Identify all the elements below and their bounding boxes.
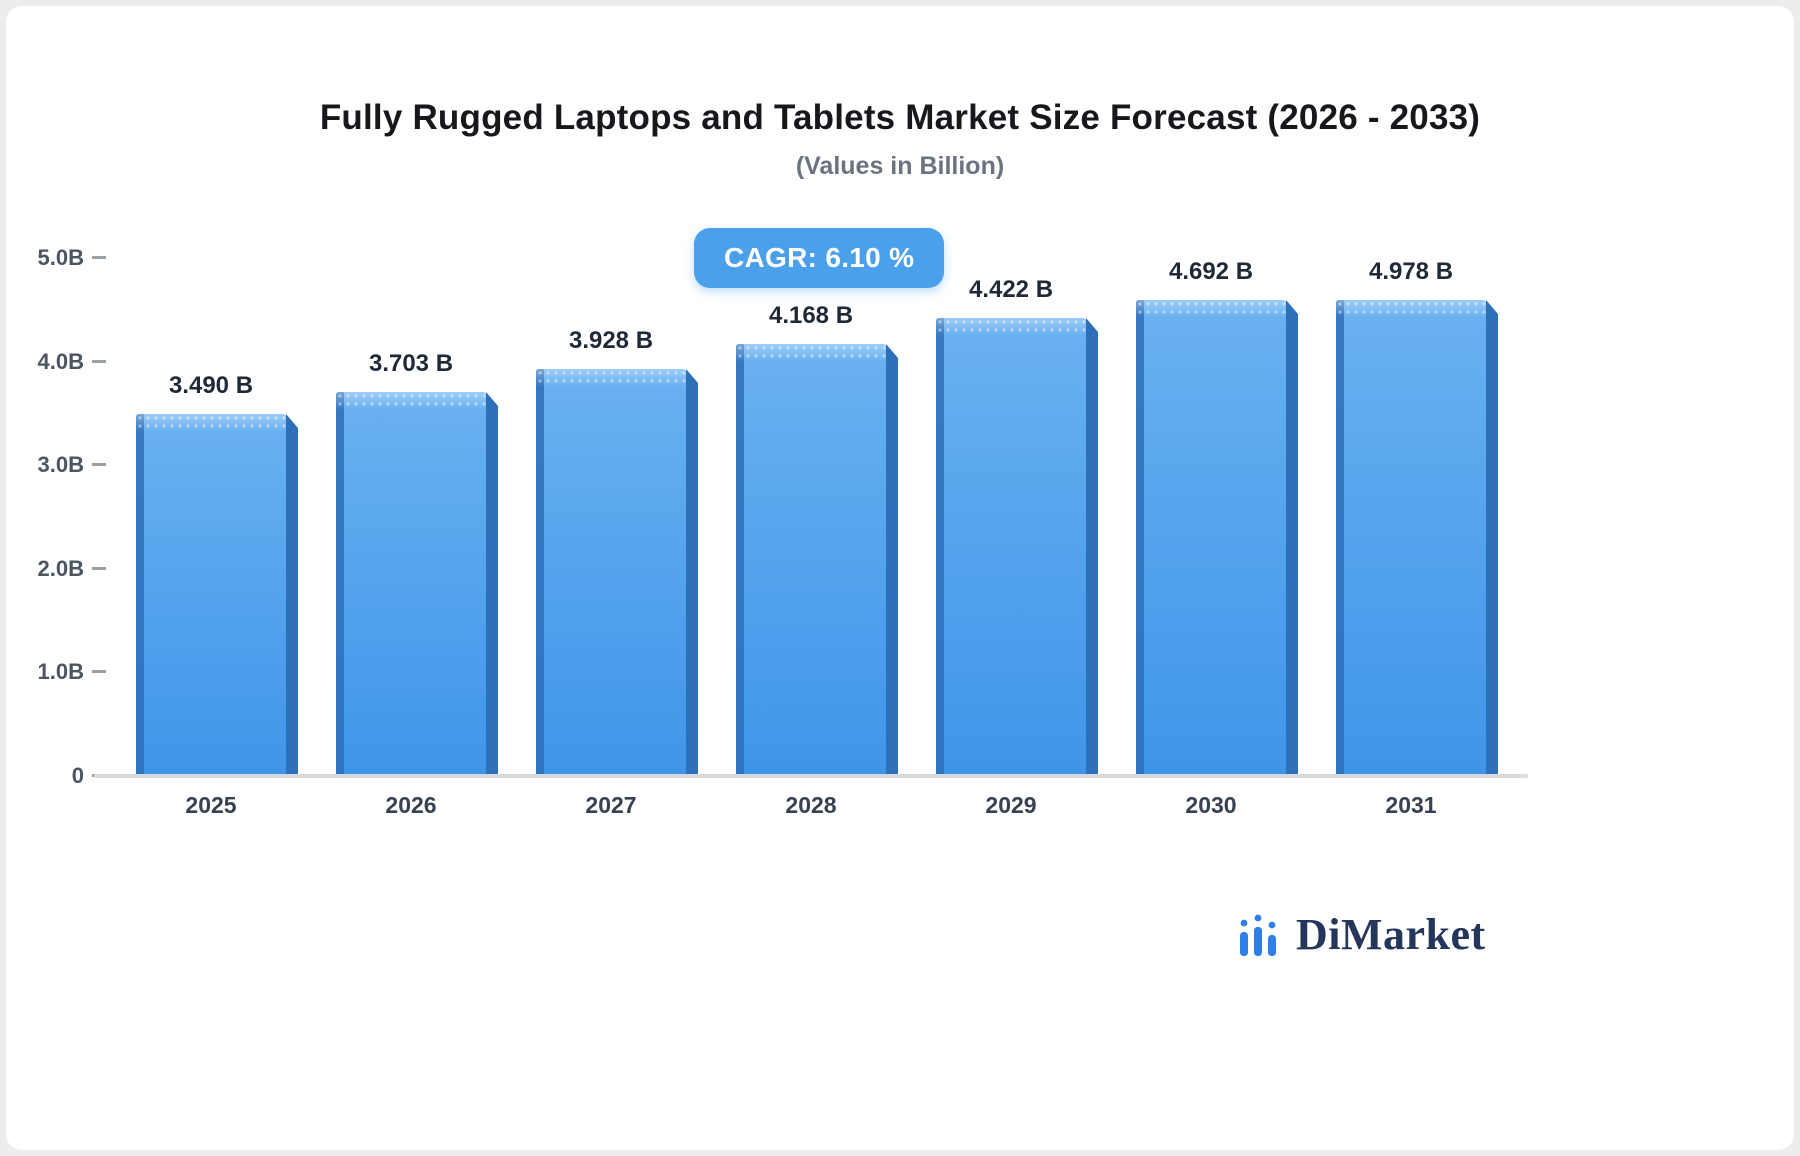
bar-top-highlight bbox=[136, 414, 286, 432]
y-axis-tick-label: 4.0B bbox=[37, 349, 84, 374]
y-axis: 0 1.0B 2.0B 3.0B 4.0B 5.0B bbox=[6, 245, 106, 788]
cagr-badge: CAGR: 6.10 % bbox=[694, 228, 945, 288]
bar-group: 3.490 B bbox=[111, 258, 311, 776]
x-axis-label: 2028 bbox=[785, 792, 837, 818]
x-axis-label: 2031 bbox=[1385, 792, 1437, 818]
bar bbox=[336, 392, 486, 776]
x-axis-label: 2027 bbox=[585, 792, 637, 818]
bar-value-label: 3.490 B bbox=[168, 372, 254, 399]
logo-text: DiMarket bbox=[1296, 910, 1486, 959]
bar bbox=[736, 344, 886, 776]
y-axis-tick-label: 2.0B bbox=[37, 556, 84, 581]
bar-value-label: 4.168 B bbox=[768, 302, 854, 329]
x-axis-label: 2029 bbox=[985, 792, 1037, 818]
page-subtitle: (Values in Billion) bbox=[795, 152, 1005, 180]
y-tick-dash bbox=[92, 463, 106, 466]
bar-group: 3.928 B bbox=[511, 258, 711, 776]
bar bbox=[536, 369, 686, 776]
bar-group: 4.168 B bbox=[711, 258, 911, 776]
dimarket-logo: DiMarket bbox=[1234, 909, 1486, 960]
bar bbox=[1336, 300, 1486, 776]
bar-value-label: 4.692 B bbox=[1168, 258, 1254, 285]
x-axis-label: 2026 bbox=[385, 792, 437, 818]
x-axis-baseline bbox=[94, 774, 1528, 778]
x-axis-label: 2025 bbox=[185, 792, 237, 818]
chart-plot-area: 3.490 B 3.703 B 3.928 B 4.168 B 4.422 B 4.692… bbox=[111, 258, 1511, 776]
bar-top-highlight bbox=[536, 369, 686, 387]
bar-top-highlight bbox=[1336, 300, 1486, 318]
bar-value-label: 4.422 B bbox=[968, 276, 1054, 303]
page-title: Fully Rugged Laptops and Tablets Market … bbox=[319, 98, 1481, 137]
y-tick-dash bbox=[92, 670, 106, 673]
bar bbox=[936, 318, 1086, 776]
bar-value-label: 3.928 B bbox=[568, 327, 654, 354]
bar bbox=[1136, 300, 1286, 776]
bar-group: 4.422 B bbox=[911, 258, 1111, 776]
bar-group: 4.692 B bbox=[1111, 258, 1311, 776]
x-axis: 2025 2026 2027 2028 2029 2030 2031 bbox=[111, 792, 1511, 819]
y-tick-dash bbox=[92, 256, 106, 259]
chart-card: Fully Rugged Laptops and Tablets Market … bbox=[6, 6, 1794, 1150]
y-axis-tick-label: 5.0B bbox=[37, 245, 84, 270]
y-axis-tick-label: 0 bbox=[71, 763, 84, 788]
x-axis-label: 2030 bbox=[1185, 792, 1237, 818]
y-tick-dash bbox=[92, 567, 106, 570]
bar-group: 4.978 B bbox=[1311, 258, 1511, 776]
y-tick-dash bbox=[92, 360, 106, 363]
bar-group: 3.703 B bbox=[311, 258, 511, 776]
y-axis-tick-label: 1.0B bbox=[37, 659, 84, 684]
bar-value-label: 4.978 B bbox=[1368, 258, 1454, 285]
bar-top-highlight bbox=[736, 344, 886, 362]
bars-container: 3.490 B 3.703 B 3.928 B 4.168 B 4.422 B 4.692… bbox=[111, 258, 1511, 776]
bar-top-highlight bbox=[1136, 300, 1286, 318]
bar-value-label: 3.703 B bbox=[368, 350, 454, 377]
bar-top-highlight bbox=[936, 318, 1086, 336]
bar-top-highlight bbox=[336, 392, 486, 410]
bar-chart-icon bbox=[1234, 910, 1284, 960]
bar bbox=[136, 414, 286, 776]
y-axis-tick-label: 3.0B bbox=[37, 452, 84, 477]
